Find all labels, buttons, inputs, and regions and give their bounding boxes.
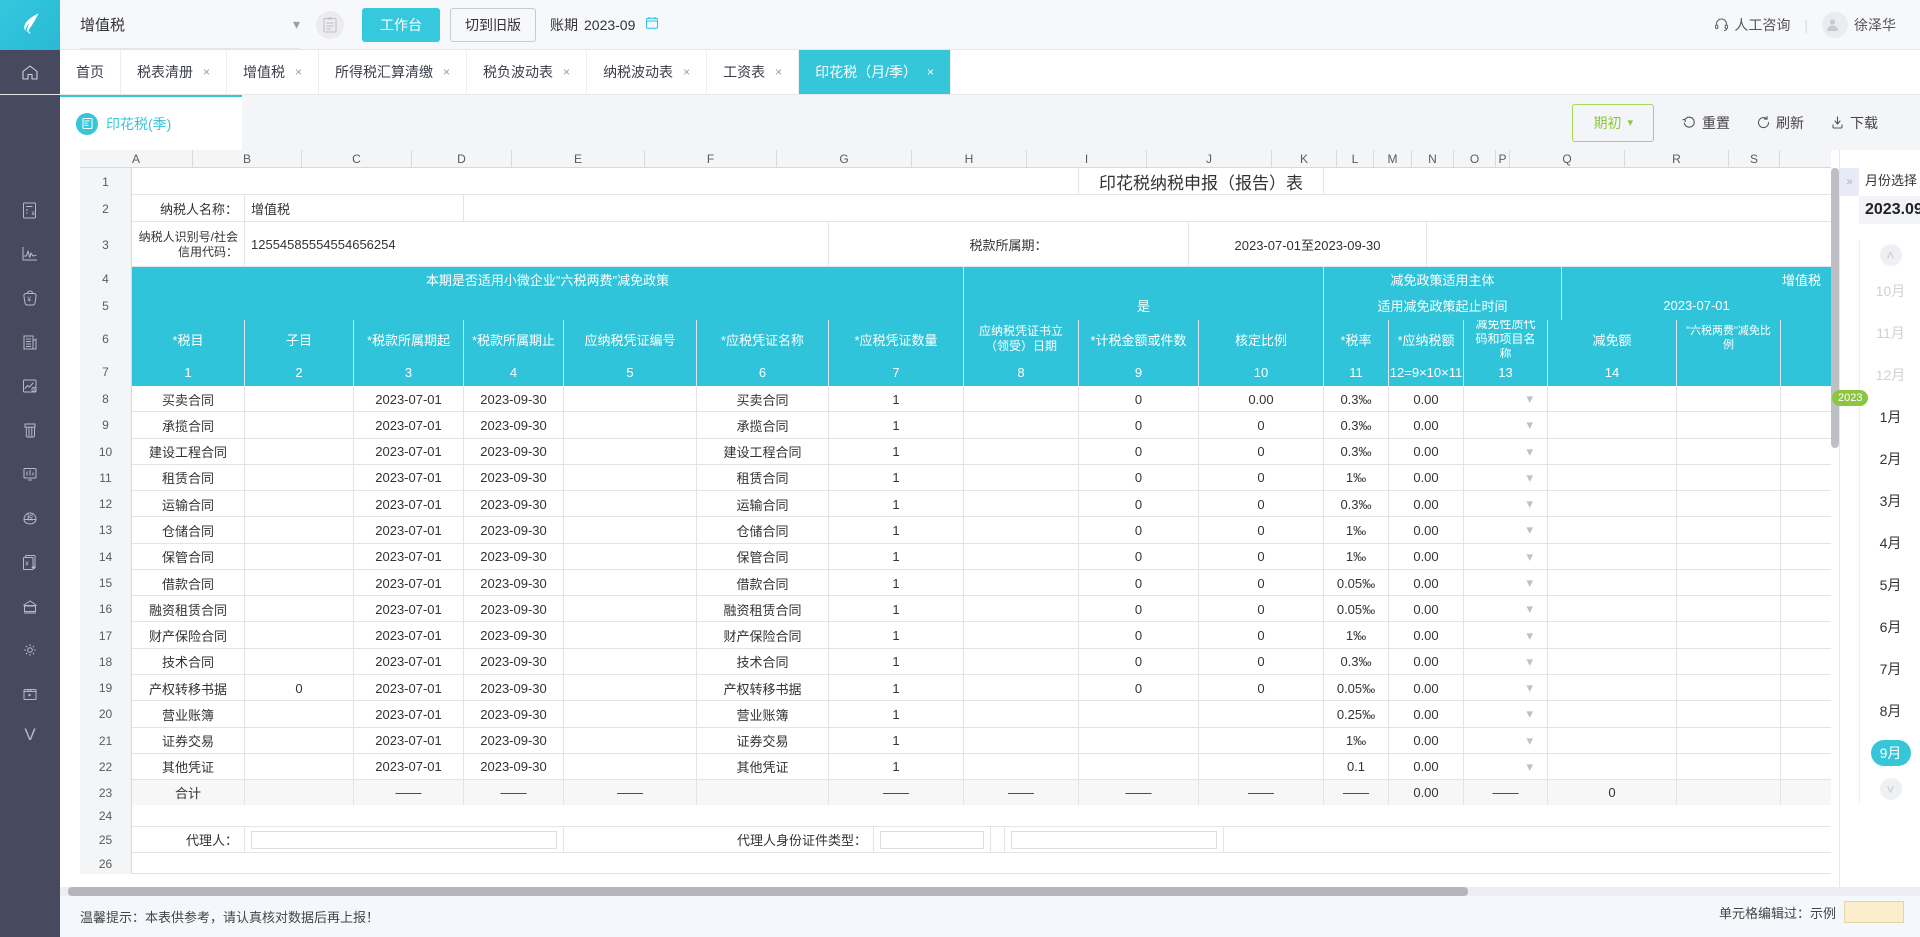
svg-text:税: 税	[26, 512, 33, 521]
svg-text:¥: ¥	[27, 296, 31, 303]
svg-text:¥: ¥	[31, 211, 35, 217]
